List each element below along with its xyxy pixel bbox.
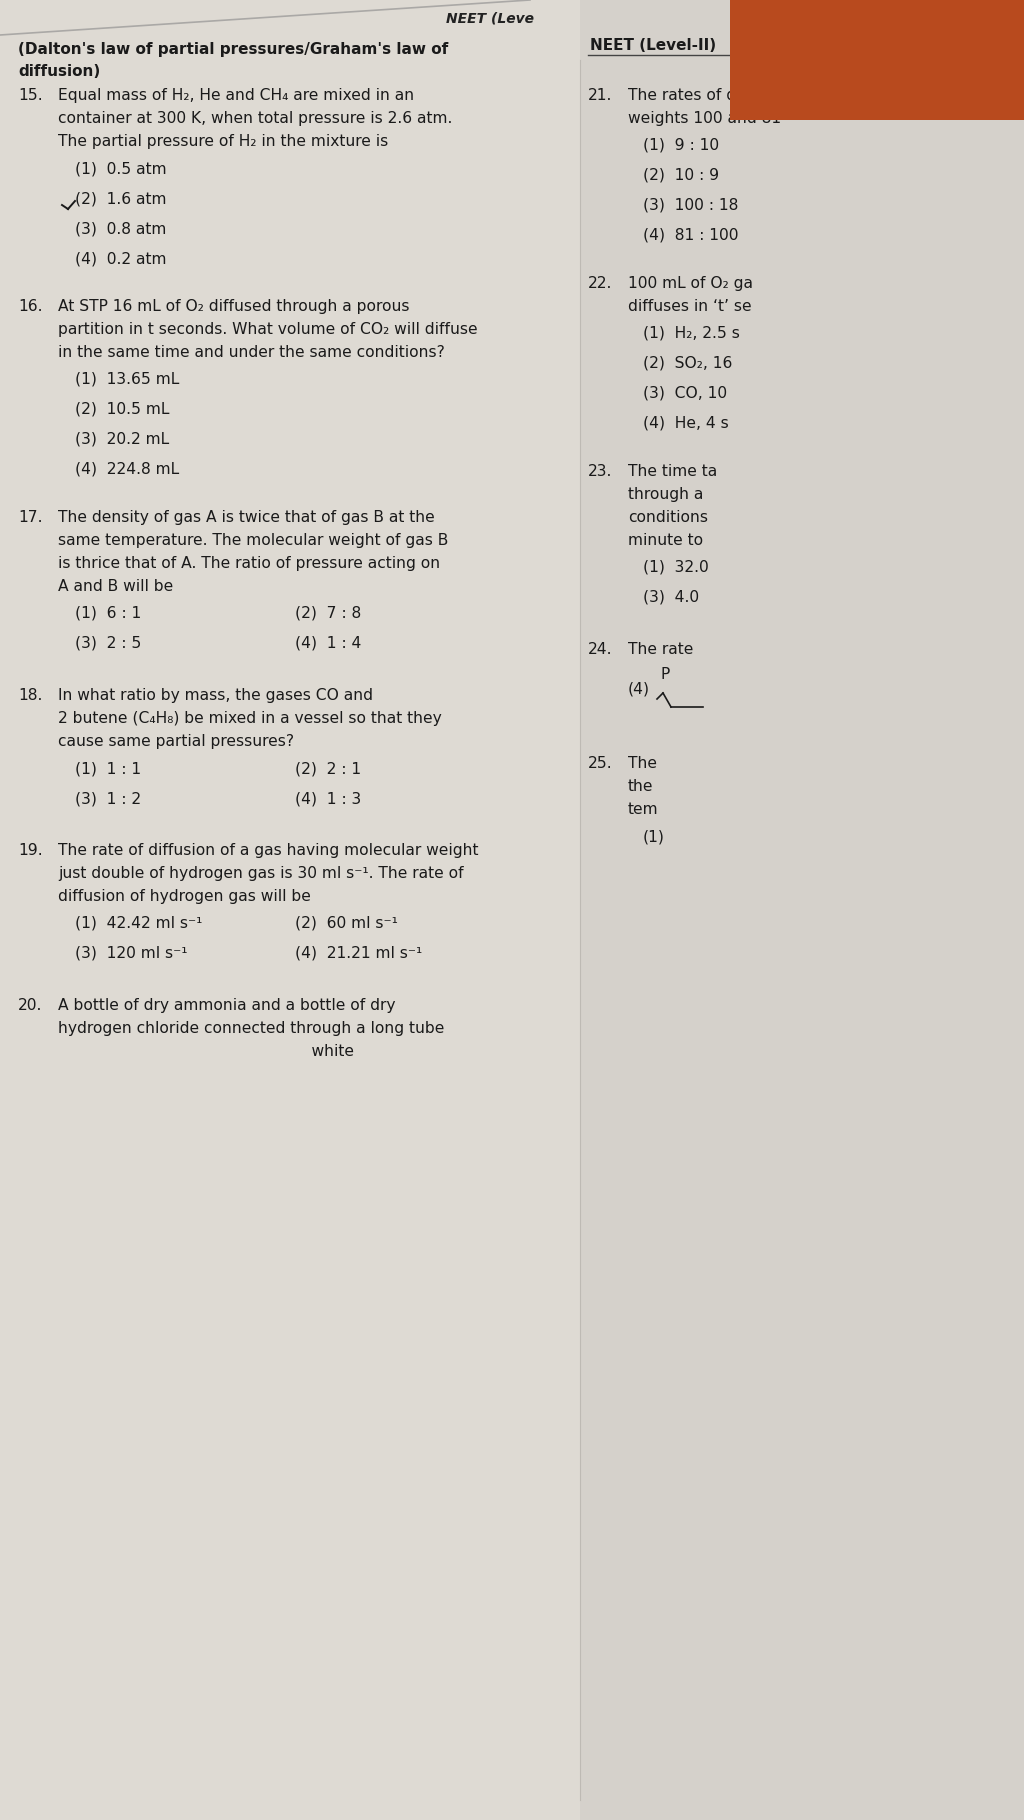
- Text: (4): (4): [628, 681, 650, 695]
- Text: (4)  1 : 3: (4) 1 : 3: [295, 792, 361, 806]
- Text: (3)  100 : 18: (3) 100 : 18: [643, 198, 738, 213]
- Text: hydrogen chloride connected through a long tube: hydrogen chloride connected through a lo…: [58, 1021, 444, 1036]
- Text: P: P: [662, 666, 671, 682]
- Text: A bottle of dry ammonia and a bottle of dry: A bottle of dry ammonia and a bottle of …: [58, 997, 395, 1014]
- Text: 20.: 20.: [18, 997, 42, 1014]
- Text: tem: tem: [628, 803, 658, 817]
- Text: At STP 16 mL of O₂ diffused through a porous: At STP 16 mL of O₂ diffused through a po…: [58, 298, 410, 315]
- Text: (4)  81 : 100: (4) 81 : 100: [643, 228, 738, 244]
- Text: 24.: 24.: [588, 642, 612, 657]
- Text: the: the: [628, 779, 653, 794]
- Text: is thrice that of A. The ratio of pressure acting on: is thrice that of A. The ratio of pressu…: [58, 555, 440, 571]
- Text: (3)  2 : 5: (3) 2 : 5: [75, 635, 141, 652]
- Text: cause same partial pressures?: cause same partial pressures?: [58, 733, 294, 750]
- Text: 21.: 21.: [588, 87, 612, 104]
- Text: (1)  42.42 ml s⁻¹: (1) 42.42 ml s⁻¹: [75, 915, 203, 932]
- Text: weights 100 and 81: weights 100 and 81: [628, 111, 781, 126]
- Text: The rate: The rate: [628, 642, 693, 657]
- Text: (3)  20.2 mL: (3) 20.2 mL: [75, 431, 169, 448]
- Text: (2)  SO₂, 16: (2) SO₂, 16: [643, 357, 732, 371]
- FancyBboxPatch shape: [0, 0, 580, 1820]
- Polygon shape: [730, 0, 1024, 120]
- Text: (1)  13.65 mL: (1) 13.65 mL: [75, 371, 179, 388]
- Text: same temperature. The molecular weight of gas B: same temperature. The molecular weight o…: [58, 533, 449, 548]
- Text: (2)  7 : 8: (2) 7 : 8: [295, 606, 361, 621]
- Text: (1)  32.0: (1) 32.0: [643, 561, 709, 575]
- Text: NEET (Leve: NEET (Leve: [446, 13, 534, 25]
- Text: (4)  224.8 mL: (4) 224.8 mL: [75, 462, 179, 477]
- Text: (3)  0.8 atm: (3) 0.8 atm: [75, 220, 166, 237]
- Text: (4)  1 : 4: (4) 1 : 4: [295, 635, 361, 652]
- Text: The rate of diffusion of a gas having molecular weight: The rate of diffusion of a gas having mo…: [58, 843, 478, 857]
- FancyBboxPatch shape: [580, 0, 1024, 1820]
- Text: through a: through a: [628, 488, 703, 502]
- Text: 22.: 22.: [588, 277, 612, 291]
- Text: In what ratio by mass, the gases CO and: In what ratio by mass, the gases CO and: [58, 688, 373, 703]
- Text: (2)  1.6 atm: (2) 1.6 atm: [75, 191, 167, 206]
- Text: (2)  2 : 1: (2) 2 : 1: [295, 761, 361, 775]
- Text: NEET (Level-II): NEET (Level-II): [590, 38, 716, 53]
- Text: (4)  21.21 ml s⁻¹: (4) 21.21 ml s⁻¹: [295, 946, 422, 961]
- Text: diffusion): diffusion): [18, 64, 100, 78]
- Text: (3)  1 : 2: (3) 1 : 2: [75, 792, 141, 806]
- Text: (2)  60 ml s⁻¹: (2) 60 ml s⁻¹: [295, 915, 398, 932]
- Text: (Dalton's law of partial pressures/Graham's law of: (Dalton's law of partial pressures/Graha…: [18, 42, 449, 56]
- Text: just double of hydrogen gas is 30 ml s⁻¹. The rate of: just double of hydrogen gas is 30 ml s⁻¹…: [58, 866, 464, 881]
- Text: 15.: 15.: [18, 87, 43, 104]
- Text: 100 mL of O₂ ga: 100 mL of O₂ ga: [628, 277, 753, 291]
- Text: 2 butene (C₄H₈) be mixed in a vessel so that they: 2 butene (C₄H₈) be mixed in a vessel so …: [58, 712, 441, 726]
- Text: (1)  9 : 10: (1) 9 : 10: [643, 138, 719, 153]
- Text: container at 300 K, when total pressure is 2.6 atm.: container at 300 K, when total pressure …: [58, 111, 453, 126]
- Text: (2)  10.5 mL: (2) 10.5 mL: [75, 402, 169, 417]
- Text: conditions: conditions: [628, 510, 708, 524]
- Text: 17.: 17.: [18, 510, 43, 524]
- Text: minute to: minute to: [628, 533, 703, 548]
- Text: The partial pressure of H₂ in the mixture is: The partial pressure of H₂ in the mixtur…: [58, 135, 388, 149]
- Text: (1)  0.5 atm: (1) 0.5 atm: [75, 160, 167, 177]
- Text: (1)  6 : 1: (1) 6 : 1: [75, 606, 141, 621]
- Text: 18.: 18.: [18, 688, 42, 703]
- Text: The density of gas A is twice that of gas B at the: The density of gas A is twice that of ga…: [58, 510, 435, 524]
- Text: (4)  He, 4 s: (4) He, 4 s: [643, 417, 729, 431]
- Text: diffusion of hydrogen gas will be: diffusion of hydrogen gas will be: [58, 888, 311, 905]
- Text: (2)  10 : 9: (2) 10 : 9: [643, 167, 719, 184]
- Text: (3)  CO, 10: (3) CO, 10: [643, 386, 727, 400]
- Text: 23.: 23.: [588, 464, 612, 479]
- Text: The: The: [628, 755, 657, 772]
- Text: The rates of diffusion: The rates of diffusion: [628, 87, 794, 104]
- Text: The time ta: The time ta: [628, 464, 717, 479]
- Text: 25.: 25.: [588, 755, 612, 772]
- Text: 16.: 16.: [18, 298, 43, 315]
- Text: (1)  H₂, 2.5 s: (1) H₂, 2.5 s: [643, 326, 740, 340]
- Text: (4)  0.2 atm: (4) 0.2 atm: [75, 251, 167, 266]
- Text: diffuses in ‘t’ se: diffuses in ‘t’ se: [628, 298, 752, 315]
- Text: (1)  1 : 1: (1) 1 : 1: [75, 761, 141, 775]
- Text: in the same time and under the same conditions?: in the same time and under the same cond…: [58, 346, 444, 360]
- Text: (3)  4.0: (3) 4.0: [643, 590, 699, 604]
- Text: 19.: 19.: [18, 843, 43, 857]
- Text: Equal mass of H₂, He and CH₄ are mixed in an: Equal mass of H₂, He and CH₄ are mixed i…: [58, 87, 414, 104]
- Text: (3)  120 ml s⁻¹: (3) 120 ml s⁻¹: [75, 946, 187, 961]
- Text: A and B will be: A and B will be: [58, 579, 173, 593]
- Text: white: white: [58, 1045, 354, 1059]
- Text: (1): (1): [643, 828, 665, 844]
- Text: partition in t seconds. What volume of CO₂ will diffuse: partition in t seconds. What volume of C…: [58, 322, 477, 337]
